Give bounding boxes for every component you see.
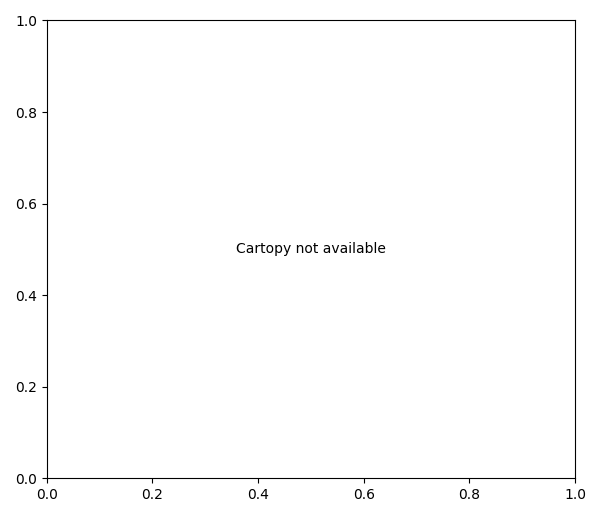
Text: Cartopy not available: Cartopy not available bbox=[236, 242, 386, 256]
